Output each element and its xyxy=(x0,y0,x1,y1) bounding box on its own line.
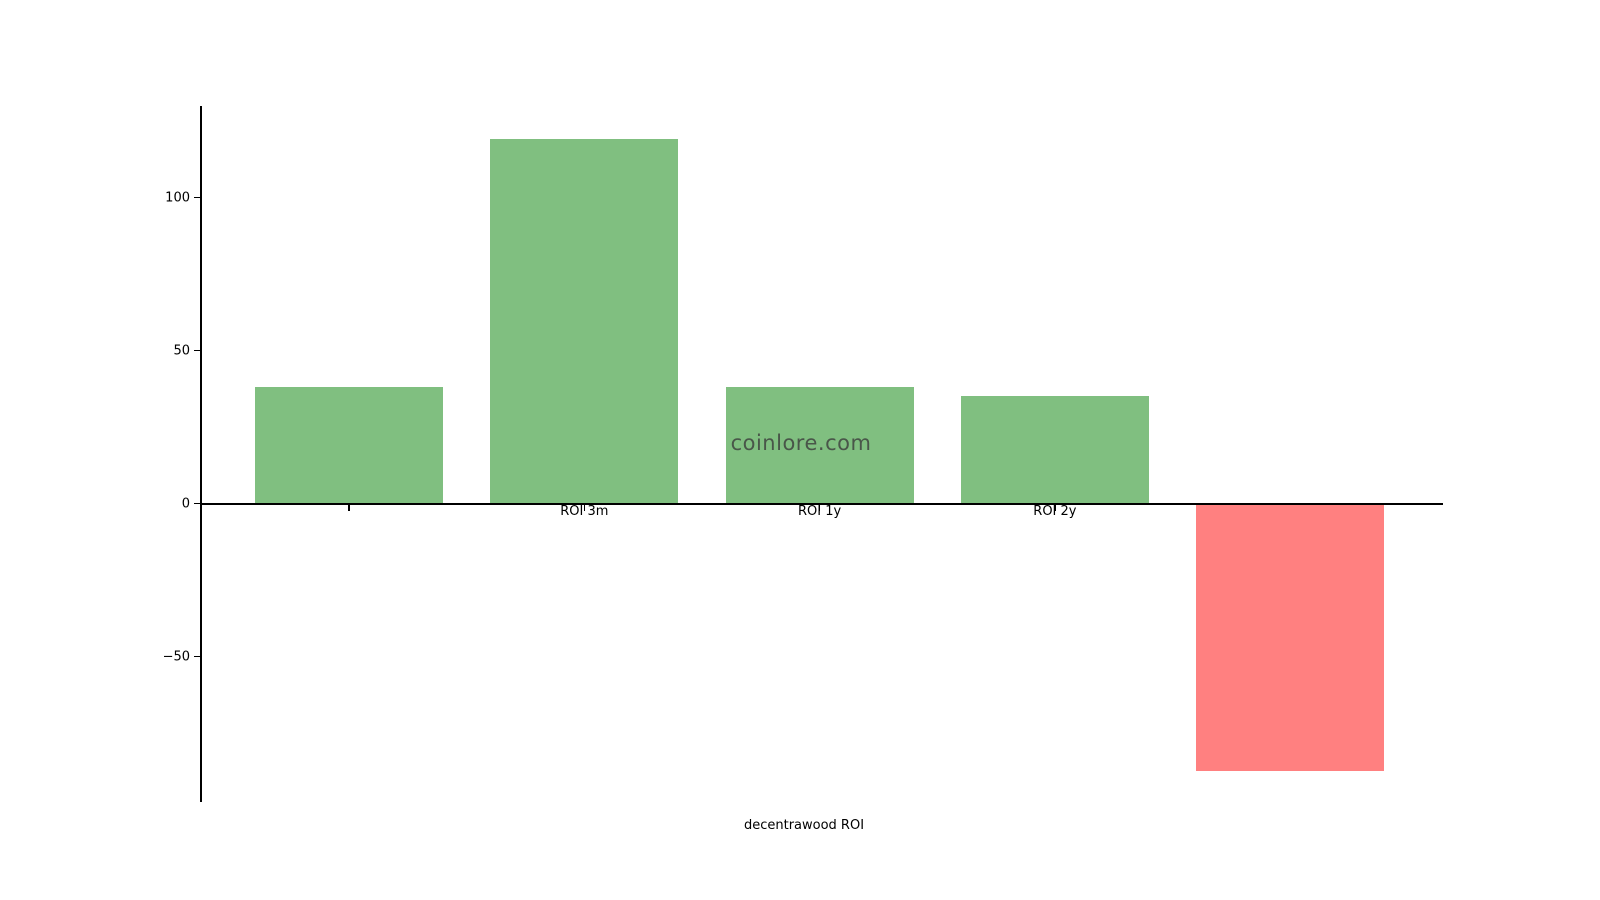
bar-4 xyxy=(1196,505,1385,772)
x-tick-mark xyxy=(1054,504,1056,511)
x-tick-label: ROI 1y xyxy=(797,504,842,519)
bar-0 xyxy=(255,387,443,504)
y-tick-label: 0 xyxy=(181,496,190,511)
y-tick-mark xyxy=(194,196,201,199)
y-axis-line xyxy=(200,106,202,802)
x-axis-line xyxy=(200,503,1443,505)
y-tick-mark xyxy=(194,502,201,505)
x-axis-title: decentrawood ROI xyxy=(743,818,865,833)
x-tick-mark xyxy=(348,504,350,511)
x-tick-label: ROI 2y xyxy=(1033,504,1077,519)
y-tick-label: −50 xyxy=(162,649,190,664)
y-tick-label: 100 xyxy=(165,190,190,205)
x-tick-mark xyxy=(818,504,821,511)
y-tick-mark xyxy=(194,655,201,658)
bar-roi-1y xyxy=(725,387,914,504)
watermark: coinlore.com xyxy=(730,431,872,455)
y-tick-mark xyxy=(194,349,201,352)
bar-roi-2y xyxy=(960,396,1149,504)
bar-roi-3m xyxy=(490,139,679,504)
y-tick-label: 50 xyxy=(173,343,190,358)
x-tick-label: ROI 3m xyxy=(560,504,609,519)
x-tick-mark xyxy=(583,504,586,511)
